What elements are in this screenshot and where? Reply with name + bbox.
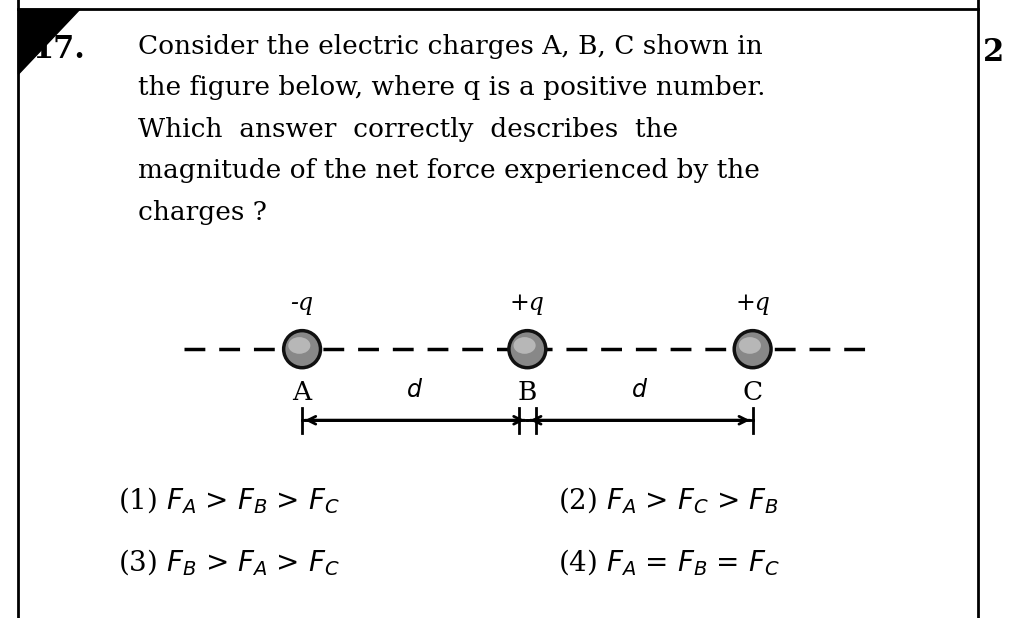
Text: +q: +q	[735, 292, 770, 315]
Text: -q: -q	[291, 292, 313, 315]
Text: Which  answer  correctly  describes  the: Which answer correctly describes the	[138, 117, 678, 142]
Ellipse shape	[289, 337, 310, 353]
Polygon shape	[18, 9, 80, 74]
Text: (3) $F_{B}$ > $F_{A}$ > $F_{C}$: (3) $F_{B}$ > $F_{A}$ > $F_{C}$	[118, 547, 339, 578]
Text: 17.: 17.	[33, 34, 86, 65]
Ellipse shape	[734, 331, 771, 368]
Text: (2) $F_{A}$ > $F_{C}$ > $F_{B}$: (2) $F_{A}$ > $F_{C}$ > $F_{B}$	[558, 485, 778, 516]
Ellipse shape	[513, 337, 536, 353]
Ellipse shape	[509, 331, 546, 368]
Text: (4) $F_{A}$ = $F_{B}$ = $F_{C}$: (4) $F_{A}$ = $F_{B}$ = $F_{C}$	[558, 547, 779, 578]
Text: B: B	[518, 380, 537, 405]
Text: the figure below, where q is a positive number.: the figure below, where q is a positive …	[138, 75, 766, 100]
Text: $d$: $d$	[632, 379, 648, 402]
Text: Consider the electric charges A, B, C shown in: Consider the electric charges A, B, C sh…	[138, 34, 763, 59]
Text: charges ?: charges ?	[138, 200, 267, 224]
Text: 2: 2	[983, 37, 1005, 68]
Text: A: A	[293, 380, 311, 405]
Text: $d$: $d$	[407, 379, 423, 402]
Text: magnitude of the net force experienced by the: magnitude of the net force experienced b…	[138, 158, 760, 183]
Text: C: C	[742, 380, 763, 405]
Text: (1) $F_{A}$ > $F_{B}$ > $F_{C}$: (1) $F_{A}$ > $F_{B}$ > $F_{C}$	[118, 485, 339, 516]
Ellipse shape	[284, 331, 321, 368]
Text: +q: +q	[510, 292, 545, 315]
Ellipse shape	[738, 337, 761, 353]
